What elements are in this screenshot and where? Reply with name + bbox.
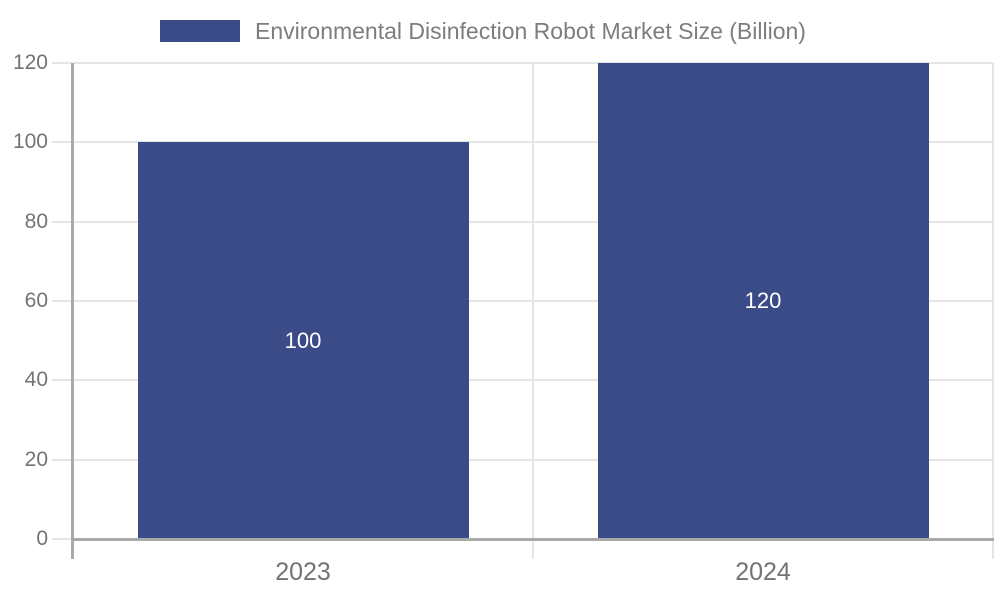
y-tick-mark xyxy=(52,300,72,302)
x-gridline xyxy=(532,63,534,539)
bar-value-label: 120 xyxy=(744,288,782,313)
y-axis-tick-label: 0 xyxy=(36,527,48,550)
y-axis-tick-label: 20 xyxy=(24,447,48,471)
x-axis-tick-label: 2024 xyxy=(735,558,791,586)
x-axis-line xyxy=(71,538,994,541)
y-tick-mark xyxy=(52,220,72,223)
legend-swatch xyxy=(160,20,240,42)
bar xyxy=(597,63,929,539)
x-gridline xyxy=(992,63,994,539)
bar xyxy=(137,142,469,539)
y-axis-tick-label: 80 xyxy=(24,209,48,233)
y-tick-mark xyxy=(52,141,72,144)
chart-legend: Environmental Disinfection Robot Market … xyxy=(160,18,806,44)
y-tick-mark xyxy=(52,458,72,461)
y-axis-tick-label: 60 xyxy=(24,289,48,312)
y-axis-line xyxy=(71,63,74,559)
y-tick-mark xyxy=(52,379,72,382)
y-axis-tick-label: 120 xyxy=(12,51,48,74)
y-tick-mark xyxy=(52,538,72,540)
y-axis-tick-label: 100 xyxy=(12,130,48,154)
x-tick-mark xyxy=(992,539,994,559)
bar-value-label: 100 xyxy=(284,327,322,353)
legend-label: Environmental Disinfection Robot Market … xyxy=(255,18,806,44)
y-tick-mark xyxy=(52,62,72,64)
x-axis-tick-label: 2023 xyxy=(275,558,331,586)
x-tick-mark xyxy=(532,539,534,559)
y-axis-tick-label: 40 xyxy=(24,368,48,392)
